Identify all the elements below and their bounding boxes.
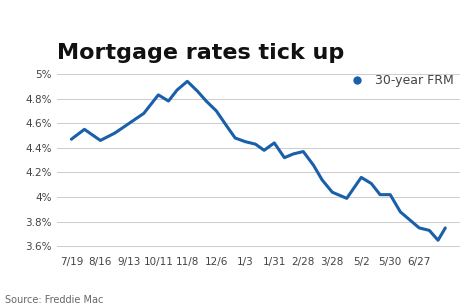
Text: Mortgage rates tick up: Mortgage rates tick up [57, 43, 344, 63]
Text: Source: Freddie Mac: Source: Freddie Mac [5, 295, 103, 305]
Legend: 30-year FRM: 30-year FRM [345, 74, 454, 87]
